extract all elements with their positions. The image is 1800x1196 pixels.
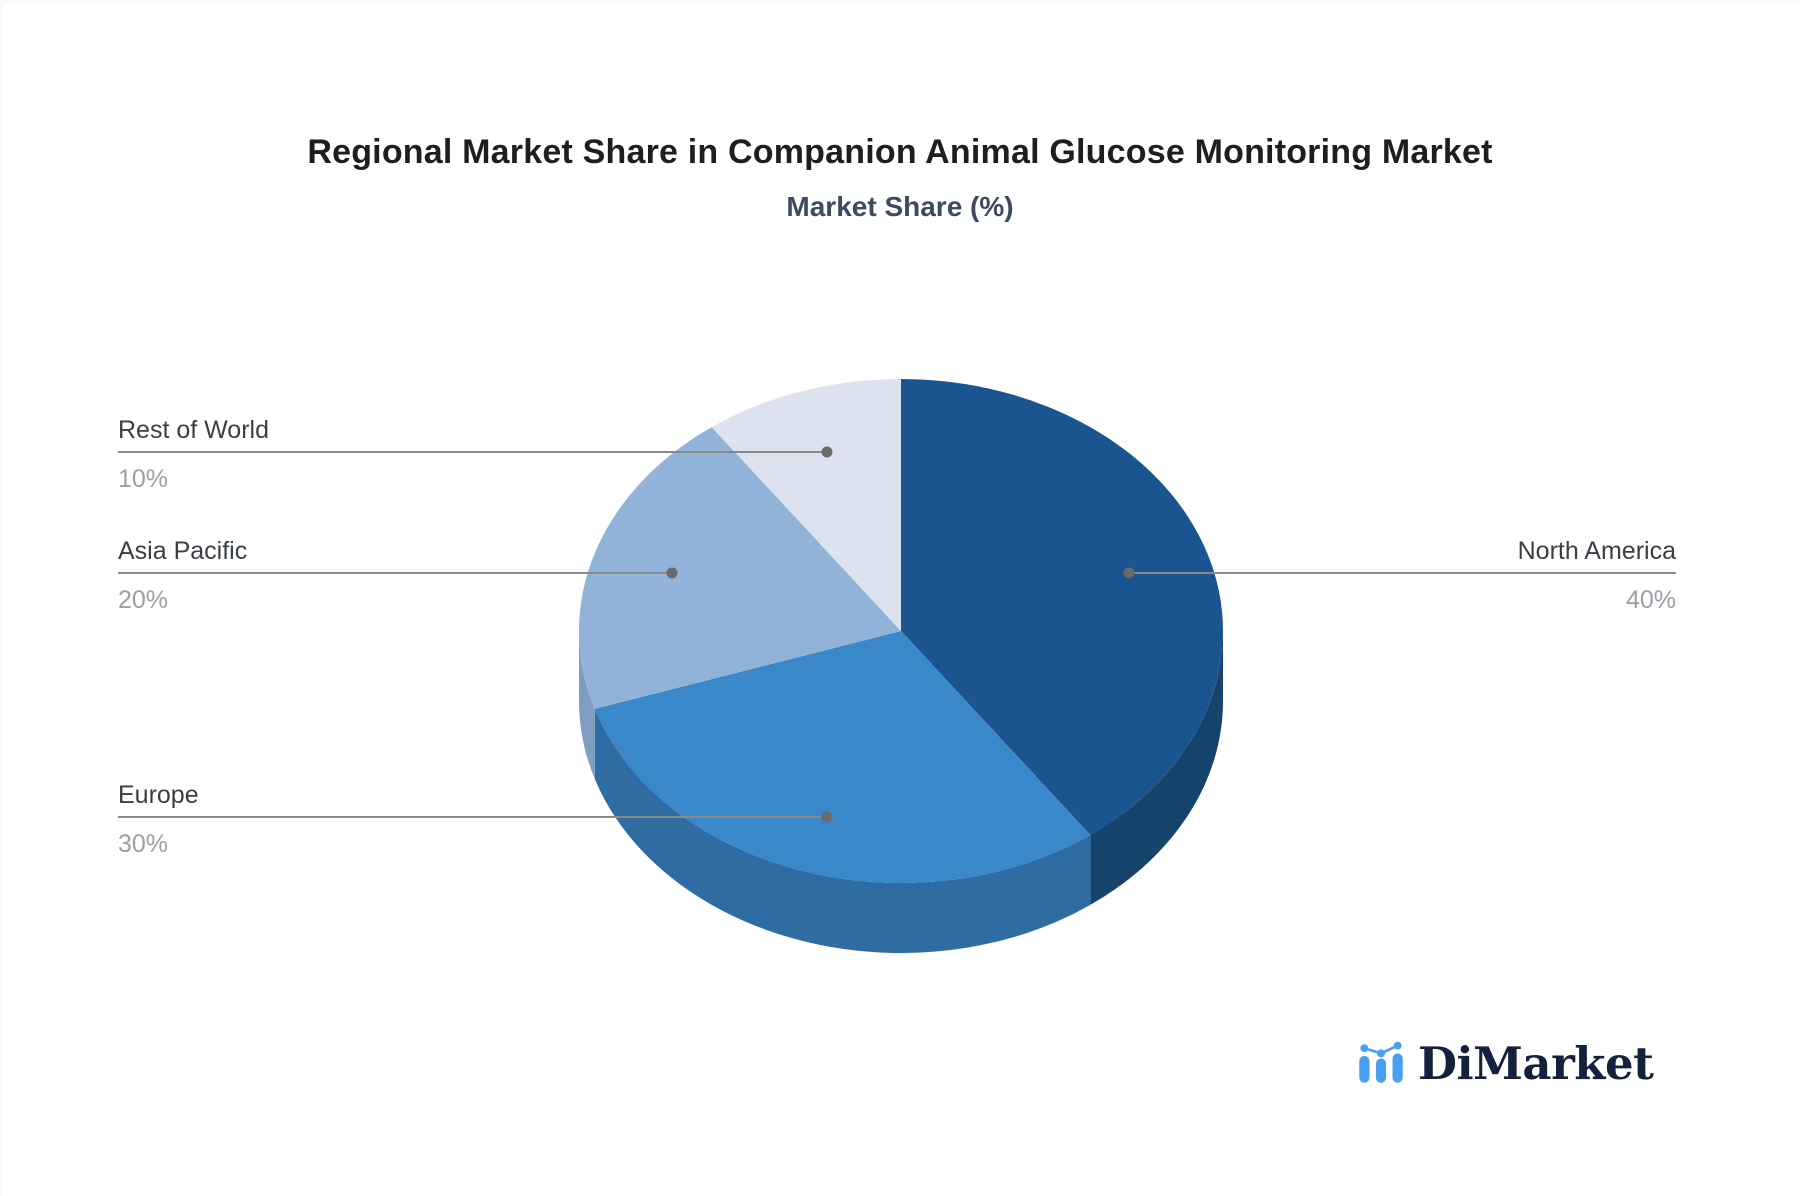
- brand-name: DiMarket: [1418, 1037, 1654, 1090]
- callout-value-north-america: 40%: [1625, 586, 1676, 614]
- callout-value-europe: 30%: [118, 830, 169, 858]
- pie-slice-europe: [594, 631, 1091, 883]
- callout-label-rest-of-world: Rest of World: [118, 416, 269, 444]
- brand-logo: DiMarket: [1358, 1037, 1654, 1090]
- callout-label-north-america: North America: [1517, 537, 1676, 565]
- callout-value-rest-of-world: 10%: [118, 465, 169, 493]
- page-edge-top: [0, 0, 1800, 4]
- leader-dot-europe: [821, 811, 833, 823]
- leader-dot-asia-pacific: [666, 567, 678, 579]
- pie-slice-north-america: [901, 379, 1223, 835]
- callout-label-asia-pacific: Asia Pacific: [118, 537, 248, 565]
- pie-side-asia-pacific: [579, 631, 595, 779]
- pie-slice-rest-of-world: [711, 379, 901, 631]
- pie-side-north-america: [1090, 631, 1223, 905]
- leader-dot-north-america: [1123, 567, 1135, 579]
- chart-subtitle: Market Share (%): [786, 191, 1014, 222]
- callout-value-asia-pacific: 20%: [118, 586, 169, 614]
- callout-label-europe: Europe: [118, 781, 199, 809]
- pie-side-europe: [594, 708, 1091, 953]
- leader-dot-rest-of-world: [821, 446, 833, 458]
- bar-line-chart-icon: [1359, 1041, 1403, 1083]
- pie-slice-asia-pacific: [579, 427, 901, 709]
- page-edge-left: [0, 0, 3, 1196]
- chart-title: Regional Market Share in Companion Anima…: [307, 133, 1493, 171]
